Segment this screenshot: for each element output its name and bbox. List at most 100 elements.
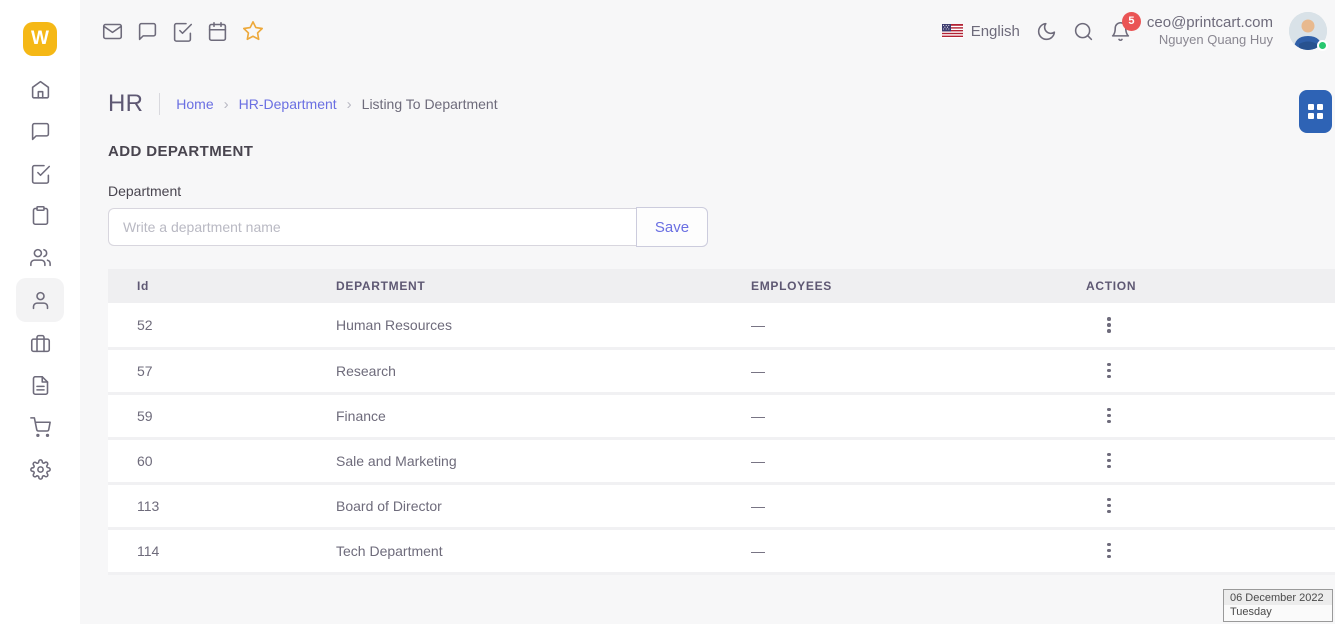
- cell-employees: —: [723, 393, 1068, 440]
- main-content: HR Home › HR-Department › Listing To Dep…: [80, 62, 1335, 624]
- chat-icon[interactable]: [137, 21, 158, 42]
- briefcase-icon: [30, 333, 51, 354]
- cell-department: Human Resources: [298, 303, 723, 350]
- departments-table: Id DEPARTMENT EMPLOYEES ACTION 52 Human …: [108, 269, 1335, 575]
- table-row: 59 Finance —: [108, 393, 1335, 440]
- section-heading: ADD DEPARTMENT: [108, 143, 254, 160]
- column-header-employees: EMPLOYEES: [723, 269, 1068, 303]
- dark-mode-moon-icon[interactable]: [1036, 21, 1057, 42]
- search-icon[interactable]: [1073, 21, 1094, 42]
- notification-count-badge: 5: [1121, 11, 1141, 31]
- sidebar-item-chat[interactable]: [16, 110, 64, 152]
- language-label: English: [970, 22, 1020, 40]
- tooltip-date: 06 December 2022: [1224, 590, 1332, 605]
- clipboard-icon: [30, 205, 51, 226]
- topbar: English 5 ceo@printcart.com Nguyen Quang…: [80, 0, 1335, 62]
- cell-employees: —: [723, 528, 1068, 575]
- page-header: HR Home › HR-Department › Listing To Dep…: [108, 90, 1335, 118]
- cell-id: 114: [108, 528, 298, 575]
- cart-icon: [29, 416, 51, 438]
- sidebar-item-tasks[interactable]: [16, 152, 64, 194]
- breadcrumb-hr-department-link[interactable]: HR-Department: [238, 96, 337, 112]
- sidebar-item-settings[interactable]: [16, 448, 64, 490]
- table-row: 60 Sale and Marketing —: [108, 438, 1335, 485]
- chevron-right-icon: ›: [346, 95, 352, 113]
- online-status-dot: [1317, 40, 1328, 51]
- tooltip-day: Tuesday: [1224, 605, 1332, 621]
- cell-department: Finance: [298, 393, 723, 440]
- grid-icon: [1308, 104, 1323, 119]
- row-actions-menu-icon[interactable]: [1100, 452, 1118, 470]
- user-avatar[interactable]: [1289, 12, 1328, 51]
- user-menu[interactable]: ceo@printcart.com Nguyen Quang Huy: [1147, 14, 1273, 49]
- user-name: Nguyen Quang Huy: [1158, 32, 1273, 48]
- bell-icon: [1110, 21, 1131, 42]
- table-row: 52 Human Resources —: [108, 303, 1335, 350]
- star-icon[interactable]: [242, 20, 264, 42]
- cell-department: Sale and Marketing: [298, 438, 723, 485]
- breadcrumb-home-link[interactable]: Home: [176, 96, 214, 112]
- row-actions-menu-icon[interactable]: [1100, 542, 1118, 560]
- sidebar-item-clipboard[interactable]: [16, 194, 64, 236]
- sidebar-item-briefcase[interactable]: [16, 322, 64, 364]
- cell-department: Board of Director: [298, 483, 723, 530]
- gear-icon: [29, 458, 51, 480]
- page-title: HR: [108, 90, 144, 117]
- row-actions-menu-icon[interactable]: [1100, 316, 1118, 334]
- document-icon: [30, 375, 51, 396]
- table-header-row: Id DEPARTMENT EMPLOYEES ACTION: [108, 269, 1335, 303]
- notifications-button[interactable]: 5: [1110, 11, 1141, 42]
- home-icon: [30, 79, 51, 100]
- breadcrumb: Home › HR-Department › Listing To Depart…: [176, 96, 497, 113]
- sidebar-item-documents[interactable]: [16, 364, 64, 406]
- cell-employees: —: [723, 438, 1068, 485]
- table-row: 114 Tech Department —: [108, 528, 1335, 575]
- row-actions-menu-icon[interactable]: [1100, 362, 1118, 380]
- table-row: 57 Research —: [108, 348, 1335, 395]
- sidebar-item-hr-active[interactable]: [16, 278, 64, 322]
- cell-id: 52: [108, 303, 298, 350]
- cell-employees: —: [723, 348, 1068, 395]
- breadcrumb-current: Listing To Department: [361, 96, 498, 112]
- chevron-right-icon: ›: [223, 95, 229, 113]
- sidebar-item-home[interactable]: [16, 68, 64, 110]
- app-logo[interactable]: W: [23, 22, 57, 56]
- mail-icon[interactable]: [102, 21, 123, 42]
- column-header-action: ACTION: [1068, 269, 1335, 303]
- users-icon: [29, 247, 51, 268]
- row-actions-menu-icon[interactable]: [1100, 407, 1118, 425]
- cell-id: 59: [108, 393, 298, 440]
- sidebar-item-cart[interactable]: [16, 406, 64, 448]
- table-row: 113 Board of Director —: [108, 483, 1335, 530]
- user-icon: [30, 290, 51, 311]
- check-square-icon: [30, 163, 51, 184]
- layout-customizer-button[interactable]: [1299, 90, 1332, 133]
- language-selector[interactable]: English: [941, 22, 1020, 40]
- cell-employees: —: [723, 483, 1068, 530]
- chat-icon: [30, 121, 51, 142]
- cell-department: Tech Department: [298, 528, 723, 575]
- cell-department: Research: [298, 348, 723, 395]
- department-name-input[interactable]: [108, 208, 636, 246]
- cell-id: 60: [108, 438, 298, 485]
- department-field-label: Department: [108, 183, 182, 199]
- topbar-shortcuts: [102, 20, 264, 42]
- cell-id: 57: [108, 348, 298, 395]
- sidebar-item-users[interactable]: [16, 236, 64, 278]
- us-flag-icon: [941, 24, 963, 38]
- calendar-icon[interactable]: [207, 21, 228, 42]
- topbar-right: English 5 ceo@printcart.com Nguyen Quang…: [941, 11, 1328, 51]
- user-email: ceo@printcart.com: [1146, 13, 1273, 31]
- add-department-form: Save: [108, 207, 1335, 247]
- column-header-id: Id: [108, 269, 298, 303]
- row-actions-menu-icon[interactable]: [1100, 497, 1118, 515]
- column-header-department: DEPARTMENT: [298, 269, 723, 303]
- check-square-icon[interactable]: [172, 21, 193, 42]
- title-divider: [159, 93, 161, 115]
- sidebar-nav: [16, 68, 64, 490]
- cell-employees: —: [723, 303, 1068, 350]
- date-tooltip: 06 December 2022 Tuesday: [1223, 589, 1333, 622]
- cell-id: 113: [108, 483, 298, 530]
- save-button[interactable]: Save: [636, 207, 708, 247]
- sidebar: W: [0, 0, 80, 624]
